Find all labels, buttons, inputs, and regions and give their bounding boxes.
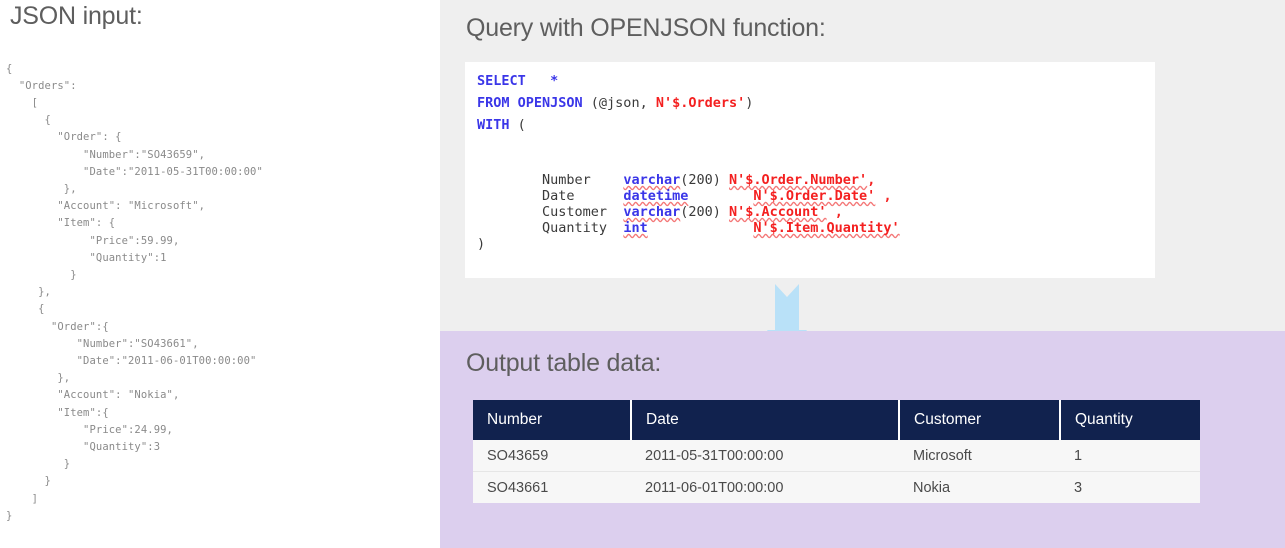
table-header-quantity: Quantity [1060, 400, 1200, 440]
sql-code-columns: Number varchar(200) N'$.Order.Number', D… [477, 172, 900, 252]
sql-paren-close-from: ) [745, 95, 754, 111]
sql-code-top: SELECT * FROM OPENJSON (@json, N'$.Order… [477, 70, 753, 136]
sql-col-type-2: varchar [623, 204, 681, 220]
sql-keyword-from-openjson: FROM OPENJSON [477, 95, 583, 111]
sql-col-row: Date datetime N'$.Order.Date' , [477, 188, 892, 204]
sql-col-path-0: N'$.Order.Number' [729, 172, 868, 188]
cell-quantity: 3 [1060, 471, 1200, 503]
table-header-date: Date [631, 400, 900, 440]
sql-col-name-0: Number [542, 172, 591, 188]
sql-col-path-2: N'$.Account' [729, 204, 827, 220]
sql-col-name-1: Date [542, 188, 575, 204]
sql-col-path-1: N'$.Order.Date' [753, 188, 876, 204]
sql-code-card: SELECT * FROM OPENJSON (@json, N'$.Order… [465, 62, 1155, 278]
table-header-row: Number Date Customer Quantity [473, 400, 1200, 440]
sql-star: * [550, 73, 559, 89]
cell-quantity: 1 [1060, 440, 1200, 472]
sql-col-type-1: datetime [623, 188, 689, 204]
json-input-code: { "Orders": [ { "Order": { "Number":"SO4… [6, 62, 263, 522]
json-input-title: JSON input: [10, 2, 143, 30]
right-panel: Query with OPENJSON function: SELECT * F… [440, 0, 1285, 548]
sql-col-typearg-0: (200) [680, 172, 721, 188]
table-row: SO43661 2011-06-01T00:00:00 Nokia 3 [473, 471, 1200, 503]
output-section-title: Output table data: [466, 349, 662, 377]
sql-col-type-0: varchar [623, 172, 681, 188]
cell-number: SO43661 [473, 471, 631, 503]
query-section: Query with OPENJSON function: SELECT * F… [440, 0, 1285, 331]
output-section: Output table data: Number Date Customer … [440, 331, 1285, 548]
sql-keyword-select: SELECT [477, 73, 526, 89]
sql-col-trail-2: , [826, 204, 843, 220]
table-row: SO43659 2011-05-31T00:00:00 Microsoft 1 [473, 440, 1200, 472]
json-input-panel: JSON input: { "Orders": [ { "Order": { "… [0, 0, 440, 548]
sql-col-row: Quantity int N'$.Item.Quantity' [477, 220, 900, 236]
sql-col-name-2: Customer [542, 204, 608, 220]
sql-col-trail-0: , [867, 172, 876, 188]
sql-closing-paren: ) [477, 236, 486, 252]
sql-keyword-with: WITH [477, 117, 510, 133]
table-header-customer: Customer [899, 400, 1061, 440]
sql-col-path-3: N'$.Item.Quantity' [753, 220, 900, 236]
sql-paren-open-with: ( [509, 117, 526, 133]
sql-col-typearg-2: (200) [680, 204, 721, 220]
cell-customer: Microsoft [899, 440, 1060, 472]
query-section-title: Query with OPENJSON function: [466, 14, 826, 42]
sql-json-arg: (@json, [582, 95, 656, 111]
cell-number: SO43659 [473, 440, 631, 472]
sql-col-trail-1: , [875, 188, 892, 204]
output-data-table: Number Date Customer Quantity SO43659 20… [473, 400, 1200, 503]
sql-col-row: Number varchar(200) N'$.Order.Number', [477, 172, 875, 188]
table-header-number: Number [473, 400, 632, 440]
cell-date: 2011-06-01T00:00:00 [631, 471, 899, 503]
sql-col-type-3: int [623, 220, 648, 236]
cell-customer: Nokia [899, 471, 1060, 503]
sql-path-orders: N'$.Orders' [655, 95, 746, 111]
sql-col-name-3: Quantity [542, 220, 608, 236]
sql-col-row: Customer varchar(200) N'$.Account' , [477, 204, 843, 220]
cell-date: 2011-05-31T00:00:00 [631, 440, 899, 472]
